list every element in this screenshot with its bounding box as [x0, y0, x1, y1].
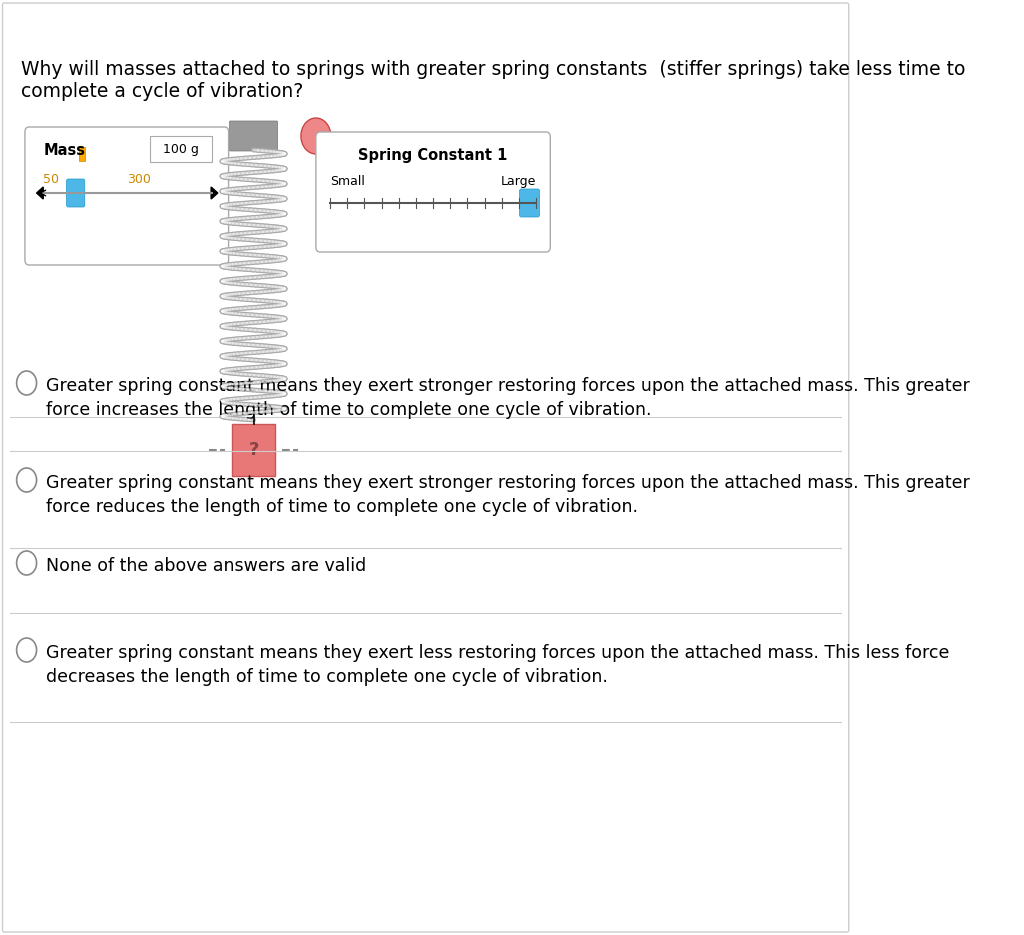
Text: 300: 300: [127, 173, 152, 186]
Polygon shape: [211, 187, 218, 199]
FancyBboxPatch shape: [151, 136, 212, 162]
FancyBboxPatch shape: [519, 189, 540, 217]
FancyBboxPatch shape: [25, 127, 228, 265]
Text: Greater spring constant means they exert less restoring forces upon the attached: Greater spring constant means they exert…: [46, 644, 949, 685]
Text: 100 g: 100 g: [163, 142, 199, 155]
FancyBboxPatch shape: [231, 424, 275, 476]
Text: Large: Large: [501, 175, 537, 188]
Text: ?: ?: [249, 441, 259, 459]
FancyBboxPatch shape: [2, 3, 849, 932]
FancyBboxPatch shape: [67, 179, 85, 207]
Text: None of the above answers are valid: None of the above answers are valid: [46, 557, 366, 575]
Polygon shape: [37, 187, 43, 199]
Text: Greater spring constant means they exert stronger restoring forces upon the atta: Greater spring constant means they exert…: [46, 474, 970, 515]
Circle shape: [16, 468, 37, 492]
Circle shape: [16, 638, 37, 662]
FancyBboxPatch shape: [229, 121, 278, 151]
FancyBboxPatch shape: [315, 132, 550, 252]
Text: Small: Small: [330, 175, 365, 188]
Circle shape: [16, 371, 37, 395]
FancyBboxPatch shape: [79, 147, 85, 161]
Text: Why will masses attached to springs with greater spring constants  (stiffer spri: Why will masses attached to springs with…: [20, 60, 966, 101]
Circle shape: [301, 118, 331, 154]
Text: Mass: Mass: [43, 143, 85, 158]
Text: 50: 50: [43, 173, 59, 186]
Circle shape: [16, 551, 37, 575]
Text: Spring Constant 1: Spring Constant 1: [358, 148, 508, 163]
Text: Greater spring constant means they exert stronger restoring forces upon the atta: Greater spring constant means they exert…: [46, 377, 970, 419]
